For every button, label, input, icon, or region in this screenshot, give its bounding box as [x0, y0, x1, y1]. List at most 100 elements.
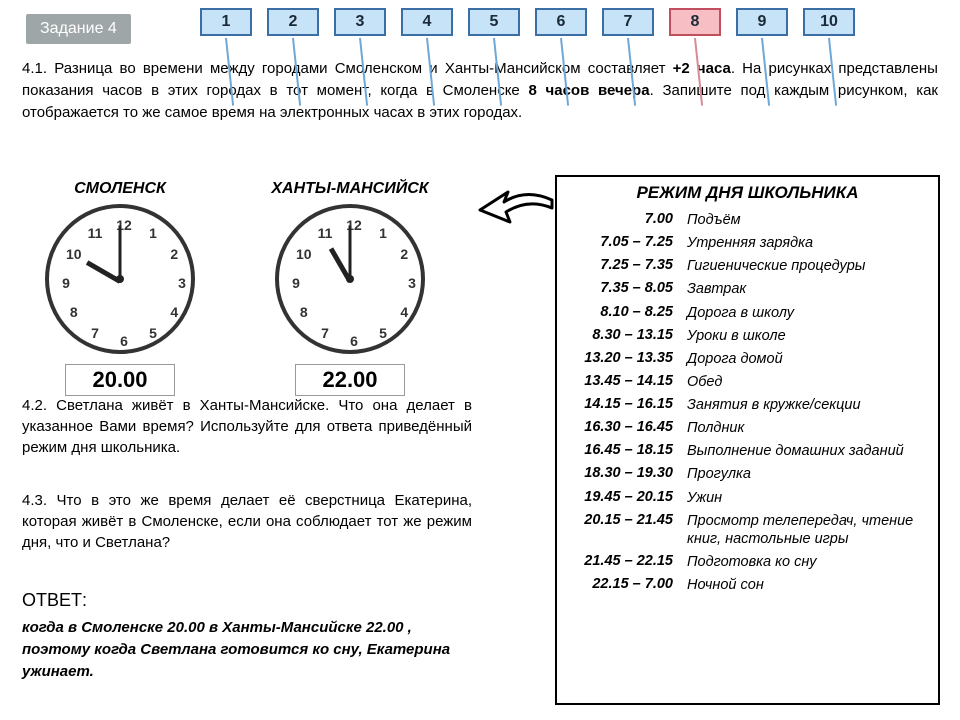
clock-number: 1: [379, 225, 387, 241]
schedule-row: 13.45 – 14.15Обед: [567, 373, 928, 391]
schedule-time: 7.00: [567, 211, 687, 227]
schedule-activity: Дорога в школу: [687, 304, 928, 322]
schedule-time: 18.30 – 19.30: [567, 465, 687, 481]
schedule-row: 16.45 – 18.15Выполнение домашних заданий: [567, 442, 928, 460]
tab-2[interactable]: 2: [267, 8, 319, 36]
clock-number: 7: [321, 325, 329, 341]
tab-9[interactable]: 9: [736, 8, 788, 36]
schedule-time: 20.15 – 21.45: [567, 512, 687, 528]
schedule-row: 19.45 – 20.15Ужин: [567, 489, 928, 507]
schedule-row: 13.20 – 13.35Дорога домой: [567, 350, 928, 368]
schedule-activity: Уроки в школе: [687, 327, 928, 345]
schedule-time: 13.45 – 14.15: [567, 373, 687, 389]
schedule-activity: Прогулка: [687, 465, 928, 483]
schedule-time: 7.25 – 7.35: [567, 257, 687, 273]
schedule-list: 7.00Подъём7.05 – 7.25Утренняя зарядка7.2…: [567, 211, 928, 594]
answer-label: ОТВЕТ:: [22, 590, 482, 611]
schedule-activity: Просмотр телепередач, чтение книг, насто…: [687, 512, 928, 548]
clock-number: 9: [292, 275, 300, 291]
schedule-time: 7.05 – 7.25: [567, 234, 687, 250]
tab-10[interactable]: 10: [803, 8, 855, 36]
tab-8[interactable]: 8: [669, 8, 721, 36]
clock-number: 8: [70, 304, 78, 320]
schedule-row: 16.30 – 16.45Полдник: [567, 419, 928, 437]
clock-number: 4: [400, 304, 408, 320]
schedule-activity: Дорога домой: [687, 350, 928, 368]
tab-6[interactable]: 6: [535, 8, 587, 36]
tab-5[interactable]: 5: [468, 8, 520, 36]
tab-4[interactable]: 4: [401, 8, 453, 36]
clock-number: 5: [149, 325, 157, 341]
time-display: 22.00: [295, 364, 405, 396]
schedule-time: 13.20 – 13.35: [567, 350, 687, 366]
schedule-activity: Подъём: [687, 211, 928, 229]
schedule-activity: Гигиенические процедуры: [687, 257, 928, 275]
clock-number: 8: [300, 304, 308, 320]
schedule-row: 8.30 – 13.15Уроки в школе: [567, 327, 928, 345]
city-label: ХАНТЫ-МАНСИЙСК: [250, 180, 450, 198]
schedule-time: 14.15 – 16.15: [567, 396, 687, 412]
schedule-time: 7.35 – 8.05: [567, 280, 687, 296]
para-41-text: 4.1. Разница во времени между городами С…: [22, 60, 938, 121]
schedule-activity: Ужин: [687, 489, 928, 507]
clock-number: 10: [66, 246, 82, 262]
tab-1[interactable]: 1: [200, 8, 252, 36]
schedule-time: 22.15 – 7.00: [567, 576, 687, 592]
clock-number: 3: [408, 275, 416, 291]
clock-number: 9: [62, 275, 70, 291]
schedule-time: 8.30 – 13.15: [567, 327, 687, 343]
schedule-row: 7.25 – 7.35Гигиенические процедуры: [567, 257, 928, 275]
schedule-row: 18.30 – 19.30Прогулка: [567, 465, 928, 483]
clock-number: 5: [379, 325, 387, 341]
schedule-activity: Полдник: [687, 419, 928, 437]
answer-text: когда в Смоленске 20.00 в Ханты-Мансийск…: [22, 617, 482, 682]
tab-3[interactable]: 3: [334, 8, 386, 36]
schedule-row: 8.10 – 8.25Дорога в школу: [567, 304, 928, 322]
center-dot: [346, 275, 354, 283]
schedule-activity: Подготовка ко сну: [687, 553, 928, 571]
answer-block: ОТВЕТ: когда в Смоленске 20.00 в Ханты-М…: [22, 590, 482, 682]
schedule-time: 8.10 – 8.25: [567, 304, 687, 320]
clock-face: 121234567891011: [275, 204, 425, 354]
minute-hand: [119, 226, 122, 281]
schedule-activity: Завтрак: [687, 280, 928, 298]
clock-number: 3: [178, 275, 186, 291]
clock-column: ХАНТЫ-МАНСИЙСК12123456789101122.00: [250, 180, 450, 396]
para-4-1: 4.1. Разница во времени между городами С…: [0, 58, 960, 123]
clocks-row: СМОЛЕНСК12123456789101120.00ХАНТЫ-МАНСИЙ…: [20, 180, 450, 396]
schedule-time: 19.45 – 20.15: [567, 489, 687, 505]
clock-number: 2: [170, 246, 178, 262]
tabs-row: 123456789 10: [200, 8, 855, 36]
schedule-row: 22.15 – 7.00Ночной сон: [567, 576, 928, 594]
clock-number: 11: [318, 225, 333, 241]
clock-number: 11: [88, 225, 103, 241]
center-dot: [116, 275, 124, 283]
clock-number: 2: [400, 246, 408, 262]
tab-7[interactable]: 7: [602, 8, 654, 36]
schedule-title: РЕЖИМ ДНЯ ШКОЛЬНИКА: [567, 183, 928, 203]
schedule-activity: Обед: [687, 373, 928, 391]
para-4-3: 4.3. Что в это же время делает её сверст…: [22, 490, 472, 553]
clock-face: 121234567891011: [45, 204, 195, 354]
schedule-activity: Ночной сон: [687, 576, 928, 594]
schedule-row: 20.15 – 21.45Просмотр телепередач, чтени…: [567, 512, 928, 548]
header: Задание 4 12345678910: [0, 0, 960, 52]
schedule-activity: Занятия в кружке/секции: [687, 396, 928, 414]
schedule-activity: Выполнение домашних заданий: [687, 442, 928, 460]
schedule-row: 7.05 – 7.25Утренняя зарядка: [567, 234, 928, 252]
clock-number: 1: [149, 225, 157, 241]
clock-number: 4: [170, 304, 178, 320]
schedule-time: 21.45 – 22.15: [567, 553, 687, 569]
schedule-activity: Утренняя зарядка: [687, 234, 928, 252]
schedule-row: 21.45 – 22.15Подготовка ко сну: [567, 553, 928, 571]
city-label: СМОЛЕНСК: [20, 180, 220, 198]
schedule-row: 7.00Подъём: [567, 211, 928, 229]
minute-hand: [349, 226, 352, 281]
para-4-2: 4.2. Светлана живёт в Ханты-Мансийске. Ч…: [22, 395, 472, 458]
time-display: 20.00: [65, 364, 175, 396]
schedule-box: РЕЖИМ ДНЯ ШКОЛЬНИКА 7.00Подъём7.05 – 7.2…: [555, 175, 940, 705]
clock-number: 6: [120, 333, 128, 349]
schedule-row: 7.35 – 8.05Завтрак: [567, 280, 928, 298]
schedule-row: 14.15 – 16.15Занятия в кружке/секции: [567, 396, 928, 414]
schedule-time: 16.45 – 18.15: [567, 442, 687, 458]
